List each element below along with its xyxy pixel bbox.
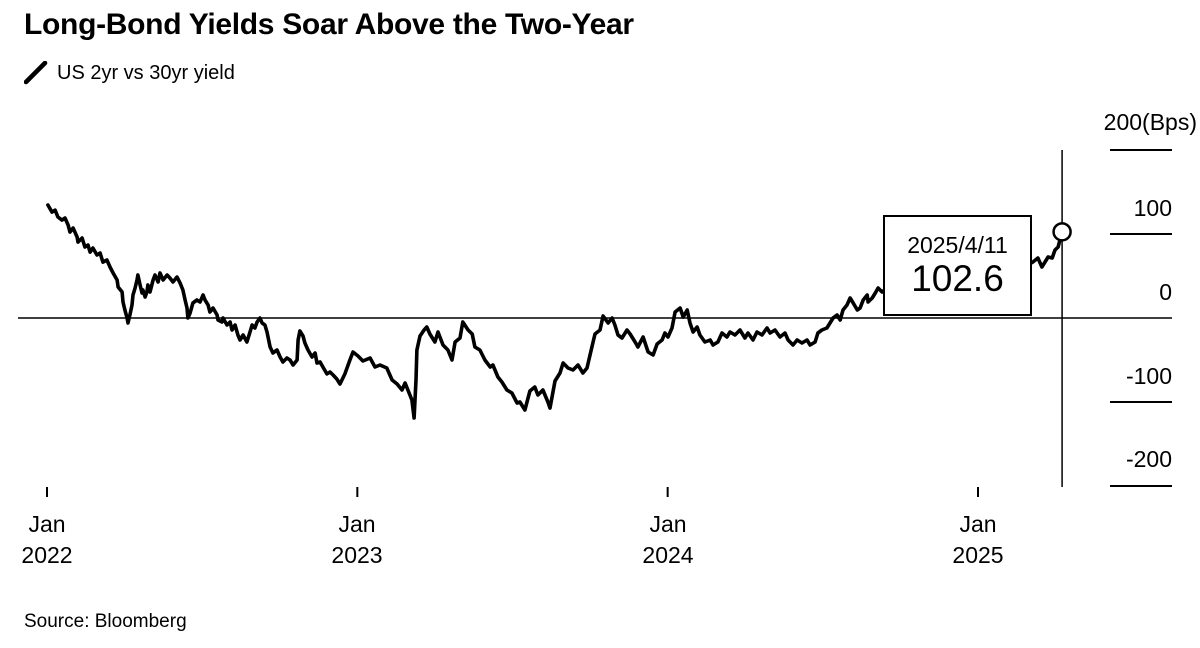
x-axis-year-label: 2022	[21, 542, 73, 568]
source-credit: Source: Bloomberg	[24, 611, 187, 632]
x-axis-year-label: 2025	[952, 542, 1004, 568]
x-axis-label-2025: Jan 2025	[952, 509, 1003, 571]
x-axis-year-label: 2023	[331, 542, 383, 568]
x-axis-label-2023: Jan 2023	[331, 509, 382, 571]
y-axis-label-100: 100	[1133, 195, 1172, 221]
x-axis-year-label: 2024	[642, 542, 694, 568]
x-axis-month-label: Jan	[28, 511, 66, 537]
y-axis-label-neg200: -200	[1125, 446, 1172, 472]
legend-label: US 2yr vs 30yr yield	[57, 61, 235, 84]
y-axis-label-0: 0	[1159, 279, 1172, 305]
y-axis-label-neg100: -100	[1125, 363, 1172, 389]
x-axis-month-label: Jan	[959, 511, 997, 537]
x-axis-month-label: Jan	[649, 511, 687, 537]
y-axis-tick-label: 200	[1103, 109, 1143, 135]
x-axis-label-2024: Jan 2024	[642, 509, 693, 571]
line-series-icon	[24, 61, 48, 85]
annotation-callout: 2025/4/11 102.6	[883, 215, 1032, 316]
annotation-date: 2025/4/11	[907, 232, 1008, 258]
marker-dot	[1052, 222, 1072, 242]
y-axis-unit-label: (Bps)	[1142, 109, 1197, 135]
y-axis-label-200: 200(Bps)	[1104, 110, 1197, 134]
x-axis-label-2022: Jan 2022	[21, 509, 72, 571]
annotation-value: 102.6	[911, 258, 1004, 299]
chart-title: Long-Bond Yields Soar Above the Two-Year	[24, 8, 634, 41]
x-axis-month-label: Jan	[338, 511, 376, 537]
spread-line	[46, 203, 1064, 420]
chart-legend: US 2yr vs 30yr yield	[24, 61, 235, 85]
